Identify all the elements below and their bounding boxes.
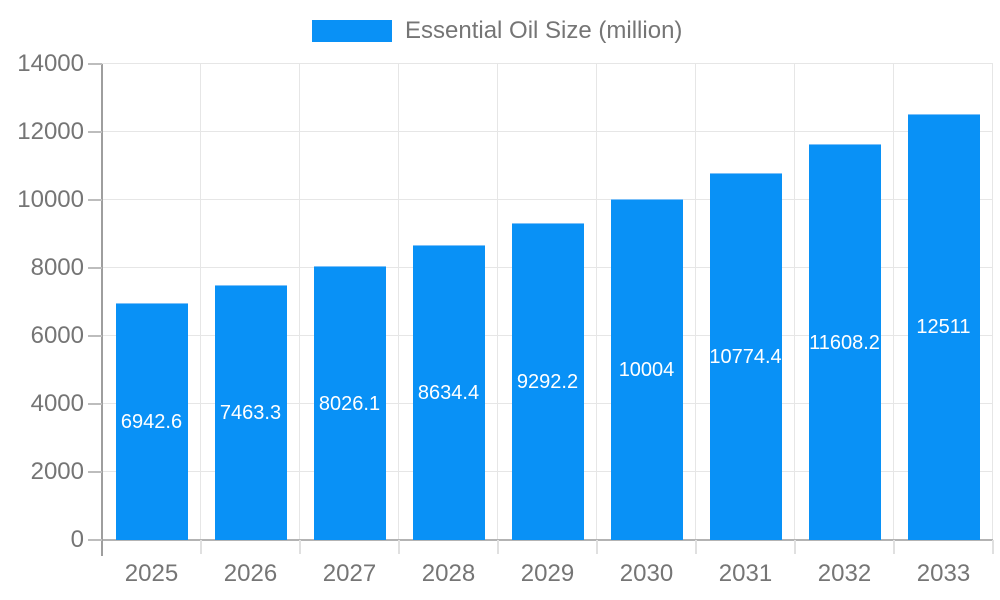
x-axis-label: 2029 <box>520 560 575 587</box>
bar-value-label: 11608.2 <box>809 331 880 354</box>
x-axis-tick <box>497 540 499 554</box>
bar[interactable]: 8634.4 <box>412 245 485 540</box>
bar[interactable]: 10774.4 <box>709 172 782 540</box>
bar[interactable]: 10004 <box>610 198 683 540</box>
bar-value-label: 8634.4 <box>417 382 480 405</box>
x-axis-baseline <box>102 539 993 541</box>
h-gridline <box>102 199 993 200</box>
y-axis-label: 2000 <box>30 458 84 485</box>
v-gridline <box>794 64 795 540</box>
v-gridline <box>398 64 399 540</box>
y-axis-tick <box>88 335 102 337</box>
v-gridline <box>695 64 696 540</box>
y-axis-tick <box>88 131 102 133</box>
y-axis-tick <box>88 403 102 405</box>
x-axis-label: 2031 <box>718 560 773 587</box>
y-axis-label: 4000 <box>30 390 84 417</box>
x-axis-label: 2025 <box>124 560 179 587</box>
bar[interactable]: 11608.2 <box>808 144 881 540</box>
y-axis-label: 12000 <box>17 118 84 145</box>
v-gridline <box>299 64 300 540</box>
y-axis-tick <box>88 539 102 541</box>
y-axis-label: 0 <box>70 526 84 553</box>
x-axis-label: 2032 <box>817 560 872 587</box>
x-axis-label: 2027 <box>322 560 377 587</box>
bar[interactable]: 6942.6 <box>115 302 188 540</box>
bar-value-label: 10774.4 <box>709 345 782 368</box>
x-axis-tick <box>992 540 994 554</box>
y-axis-tick <box>88 267 102 269</box>
bar-value-label: 10004 <box>618 358 675 381</box>
v-gridline <box>497 64 498 540</box>
v-gridline <box>893 64 894 540</box>
x-axis-tick <box>893 540 895 554</box>
v-gridline <box>596 64 597 540</box>
x-axis-tick <box>596 540 598 554</box>
y-axis-label: 8000 <box>30 254 84 281</box>
y-axis-tick <box>88 199 102 201</box>
bar[interactable]: 8026.1 <box>313 266 386 540</box>
y-axis-tick <box>88 63 102 65</box>
bar[interactable]: 12511 <box>907 113 980 540</box>
h-gridline <box>102 131 993 132</box>
legend: Essential Oil Size (million) <box>312 17 683 44</box>
x-axis-tick <box>398 540 400 554</box>
x-axis-tick <box>794 540 796 554</box>
x-axis-tick <box>299 540 301 554</box>
bar[interactable]: 7463.3 <box>214 285 287 540</box>
v-gridline <box>992 64 993 540</box>
h-gridline <box>102 63 993 64</box>
bar[interactable]: 9292.2 <box>511 223 584 540</box>
v-gridline <box>200 64 201 540</box>
x-axis-tick <box>200 540 202 554</box>
bar-value-label: 12511 <box>916 316 971 339</box>
x-axis-label: 2033 <box>916 560 971 587</box>
y-axis-line <box>101 64 103 556</box>
y-axis-label: 10000 <box>17 186 84 213</box>
plot-area: 6942.6 7463.3 8026.1 8634.4 9292.2 10004 10774… <box>102 63 993 541</box>
x-axis-label: 2026 <box>223 560 278 587</box>
y-axis-tick <box>88 471 102 473</box>
bar-value-label: 7463.3 <box>219 402 282 425</box>
y-axis-label: 6000 <box>30 322 84 349</box>
bar-value-label: 9292.2 <box>516 371 579 394</box>
legend-swatch <box>312 20 392 42</box>
y-axis-label: 14000 <box>17 50 84 77</box>
x-axis-label: 2028 <box>421 560 476 587</box>
x-axis-label: 2030 <box>619 560 674 587</box>
legend-label: Essential Oil Size (million) <box>405 17 683 44</box>
bar-value-label: 8026.1 <box>318 392 381 415</box>
bar-value-label: 6942.6 <box>120 410 183 433</box>
x-axis-tick <box>695 540 697 554</box>
